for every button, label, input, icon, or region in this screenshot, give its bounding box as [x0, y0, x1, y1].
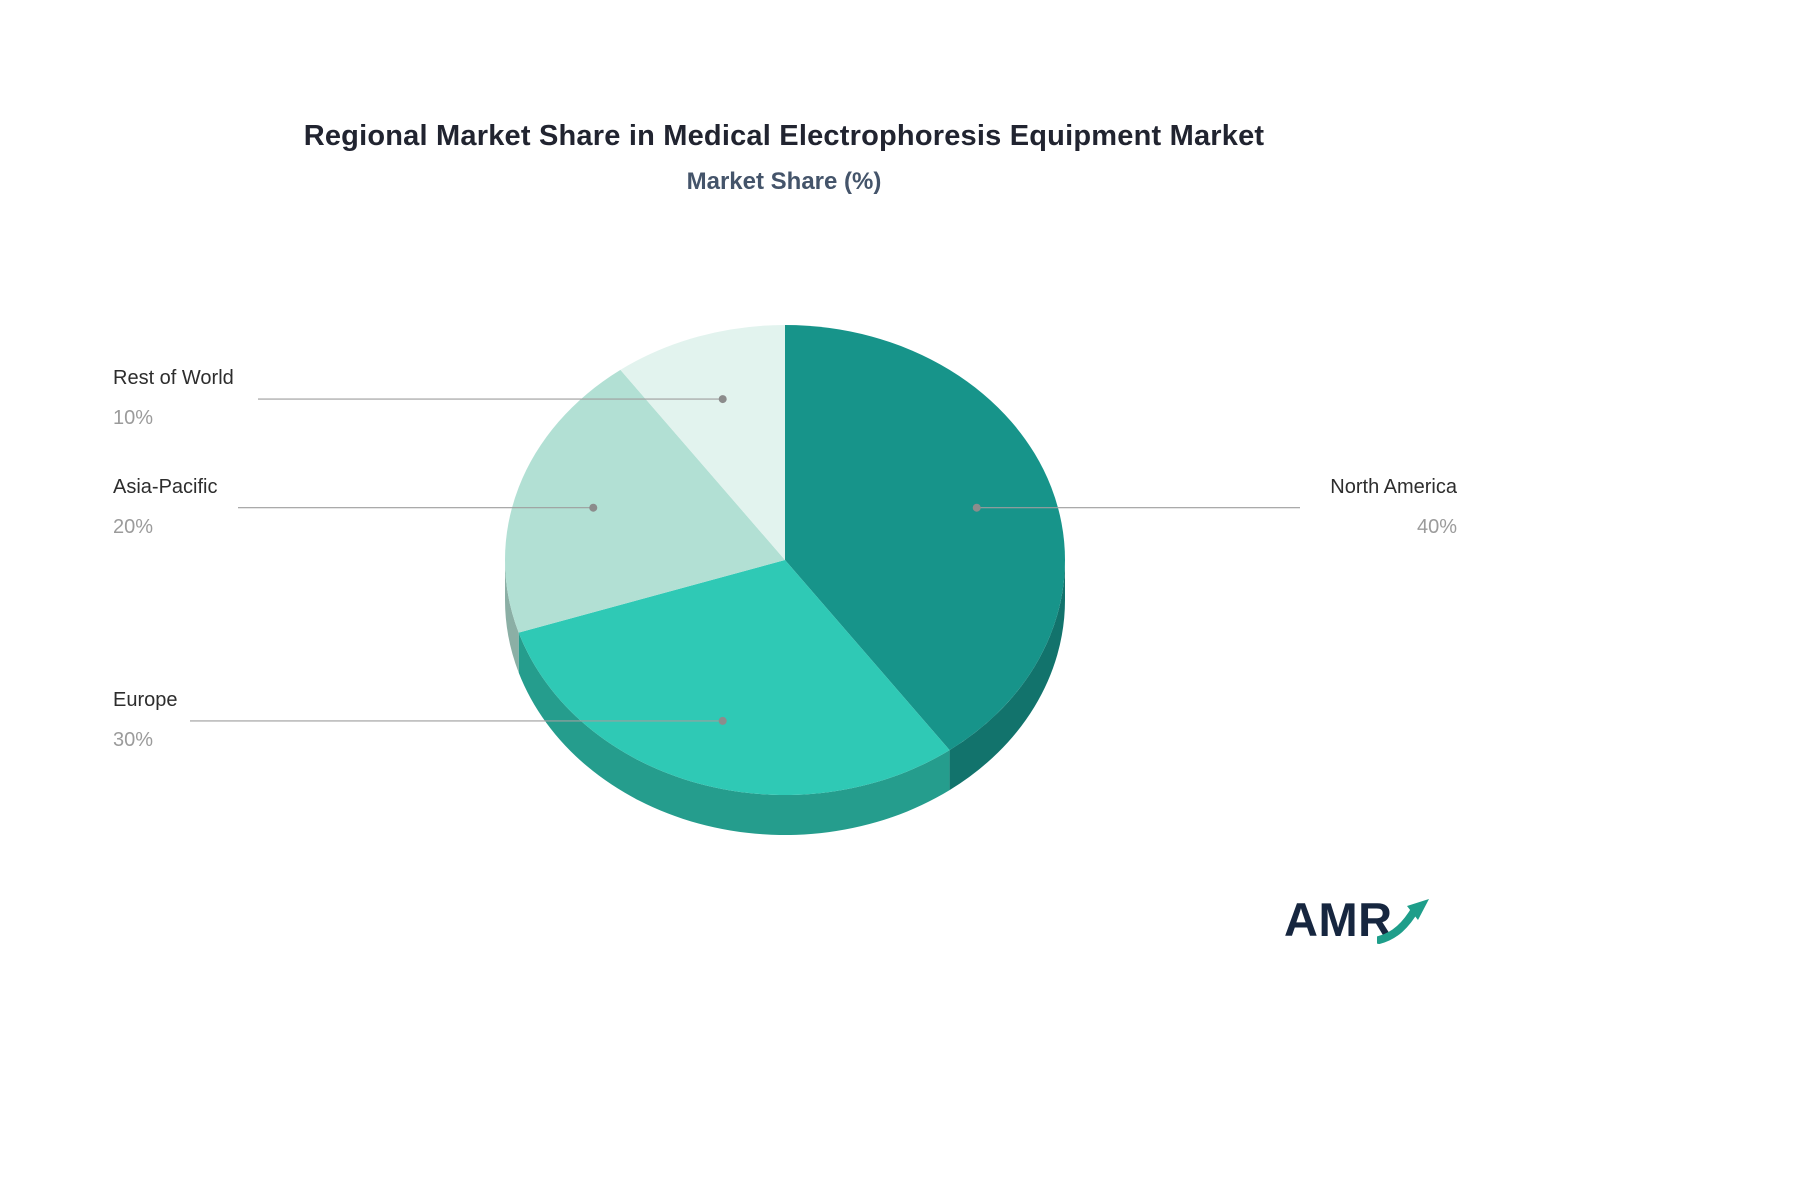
chart-title: Regional Market Share in Medical Electro… — [303, 120, 1265, 152]
leader-dot — [718, 395, 727, 404]
amr-logo: AMR — [1284, 896, 1431, 946]
leader-dot — [972, 503, 981, 512]
pie-slice-north-america — [785, 325, 1066, 751]
amr-logo-text: AMR — [1284, 893, 1393, 946]
pie-slice-side — [504, 560, 519, 673]
pie-slice-side — [949, 560, 1065, 791]
leader-dot — [589, 503, 598, 512]
arrow-up-icon — [1376, 899, 1429, 944]
pie-slice-europe — [518, 560, 950, 796]
pie-slice-rest-of-world — [620, 325, 785, 560]
pie-slice-side — [518, 632, 950, 836]
leader-dot — [718, 716, 727, 725]
chart-subtitle: Market Share (%) — [686, 168, 882, 195]
pie-slice-asia-pacific — [504, 369, 785, 633]
